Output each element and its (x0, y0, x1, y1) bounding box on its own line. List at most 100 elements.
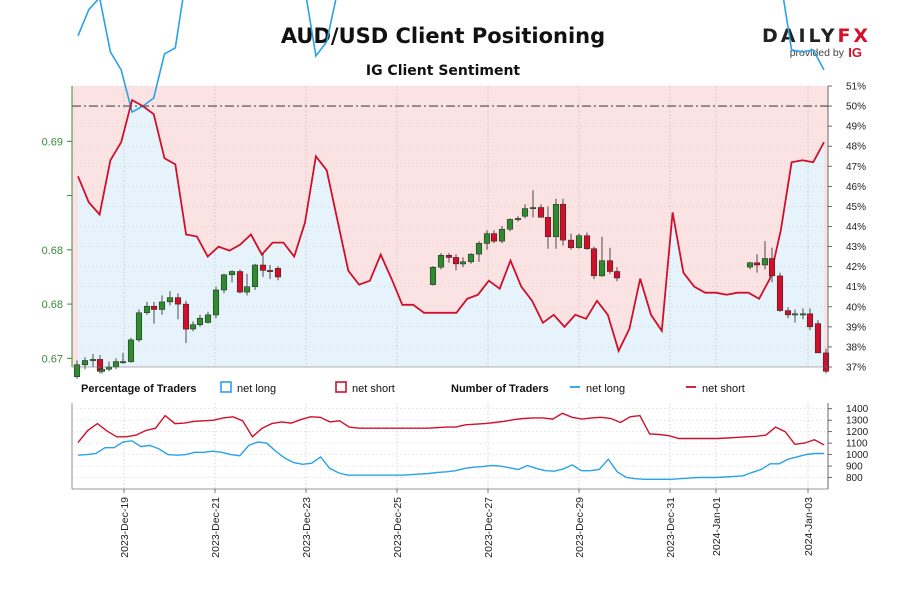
candle-body (544, 217, 552, 238)
net-short-pct-line (77, 98, 825, 354)
legend-percentage-short-swatch (335, 381, 347, 393)
date-tick-label: 2024-Jan-01 (711, 497, 723, 556)
candle-body (598, 260, 606, 277)
candle-body (761, 258, 769, 266)
candle-body (158, 301, 166, 310)
legend-number-short-label: net short (702, 383, 745, 395)
date-tick-label: 2023-Dec-19 (119, 497, 131, 558)
candle-body (776, 275, 784, 311)
trader-count-lines (77, 412, 825, 480)
percent-tick-label: 50% (846, 102, 866, 113)
price-candles (73, 190, 830, 379)
bottom-grid (72, 403, 828, 489)
candle-body (537, 207, 545, 218)
percent-tick-label: 38% (846, 342, 866, 353)
candle-body (212, 289, 220, 316)
price-tick-label: 0.68 (42, 245, 63, 257)
candle-body (506, 219, 514, 230)
logo-brand: DAILYFX (762, 25, 871, 47)
percent-tick-label: 47% (846, 162, 866, 173)
candle-body (150, 305, 158, 310)
logo-brand-fx: FX (837, 25, 872, 47)
candle-body (822, 352, 830, 372)
top-grid (72, 85, 828, 368)
percent-tick-label: 39% (846, 322, 866, 333)
candle-body (799, 313, 807, 316)
candle-body (251, 264, 259, 287)
candle-body (259, 264, 267, 271)
percent-tick-label: 42% (846, 262, 866, 273)
candle-body (559, 204, 567, 241)
legend-number-title: Number of Traders (451, 383, 549, 395)
long-zone-fill (78, 100, 824, 367)
candle-body (166, 297, 174, 303)
candle-body (89, 359, 97, 361)
logo-ig: IG (848, 45, 862, 60)
trader-count-tick-label: 1100 (846, 439, 868, 450)
candle-body (475, 243, 483, 255)
top-axes: 0.67 0.68 0.68 0.69 37% 38% 39% 40% 41% 42% 43% 44%… (42, 82, 867, 374)
candle-body (119, 361, 127, 364)
candle-body (196, 317, 204, 325)
candle-body (483, 233, 491, 244)
legend-percentage-long-label: net long (237, 383, 276, 395)
number-net-long-line (77, 440, 824, 480)
trader-count-tick-label: 800 (846, 473, 863, 484)
candle-body (127, 339, 135, 362)
percent-tick-label: 40% (846, 302, 866, 313)
percent-tick-label: 46% (846, 182, 866, 193)
candle-body (228, 271, 236, 276)
logo-provided-by: provided by (789, 47, 844, 59)
date-tick-label: 2023-Dec-27 (483, 497, 495, 558)
dailyfx-logo: DAILYFX provided by IG (762, 25, 872, 65)
candle-body (490, 233, 498, 242)
percent-tick-label: 41% (846, 282, 866, 293)
candle-body (459, 261, 467, 265)
price-tick-label: 0.67 (42, 353, 63, 365)
trader-count-tick-label: 1200 (846, 427, 869, 438)
candle-body (73, 364, 81, 377)
percent-tick-label: 45% (846, 202, 866, 213)
candle-body (266, 270, 274, 272)
legend-percentage-title: Percentage of Traders (81, 383, 197, 395)
candle-body (784, 310, 792, 316)
candle-body (768, 258, 776, 277)
candle-body (590, 248, 598, 277)
trader-count-tick-label: 1400 (846, 404, 869, 415)
candle-body (243, 286, 251, 293)
candle-body (135, 312, 143, 341)
candle-body (452, 257, 460, 265)
candle-body (814, 323, 822, 354)
number-net-short-line (77, 412, 825, 446)
candle-body (791, 313, 799, 316)
date-tick-label: 2023-Dec-21 (210, 497, 222, 558)
percent-tick-label: 37% (846, 363, 866, 374)
candle-body (429, 266, 437, 285)
candle-body (437, 255, 445, 268)
chart-title: AUD/USD Client Positioning (280, 24, 606, 48)
candle-body (806, 313, 814, 328)
price-tick-label: 0.68 (42, 299, 63, 311)
percent-lines (77, 0, 825, 354)
date-tick-label: 2023-Dec-25 (392, 497, 404, 558)
candle-body (204, 314, 212, 323)
legend-percentage-long-swatch (220, 381, 232, 393)
percent-tick-label: 48% (846, 142, 866, 153)
logo-brand-pre: DAILY (762, 25, 838, 47)
candle-body (445, 255, 453, 258)
candle-body (105, 366, 113, 370)
legend-percentage-short-label: net short (352, 383, 395, 395)
candle-body (529, 207, 537, 209)
candle-body (182, 303, 190, 330)
candle-body (552, 204, 560, 238)
trader-count-tick-label: 1300 (846, 416, 869, 427)
legend: Percentage of Traders net long net short… (81, 381, 745, 395)
candle-body (274, 268, 282, 278)
date-tick-label: 2023-Dec-23 (301, 497, 313, 558)
candle-body (746, 262, 754, 268)
candle-body (143, 305, 151, 313)
percent-tick-label: 49% (846, 122, 866, 133)
